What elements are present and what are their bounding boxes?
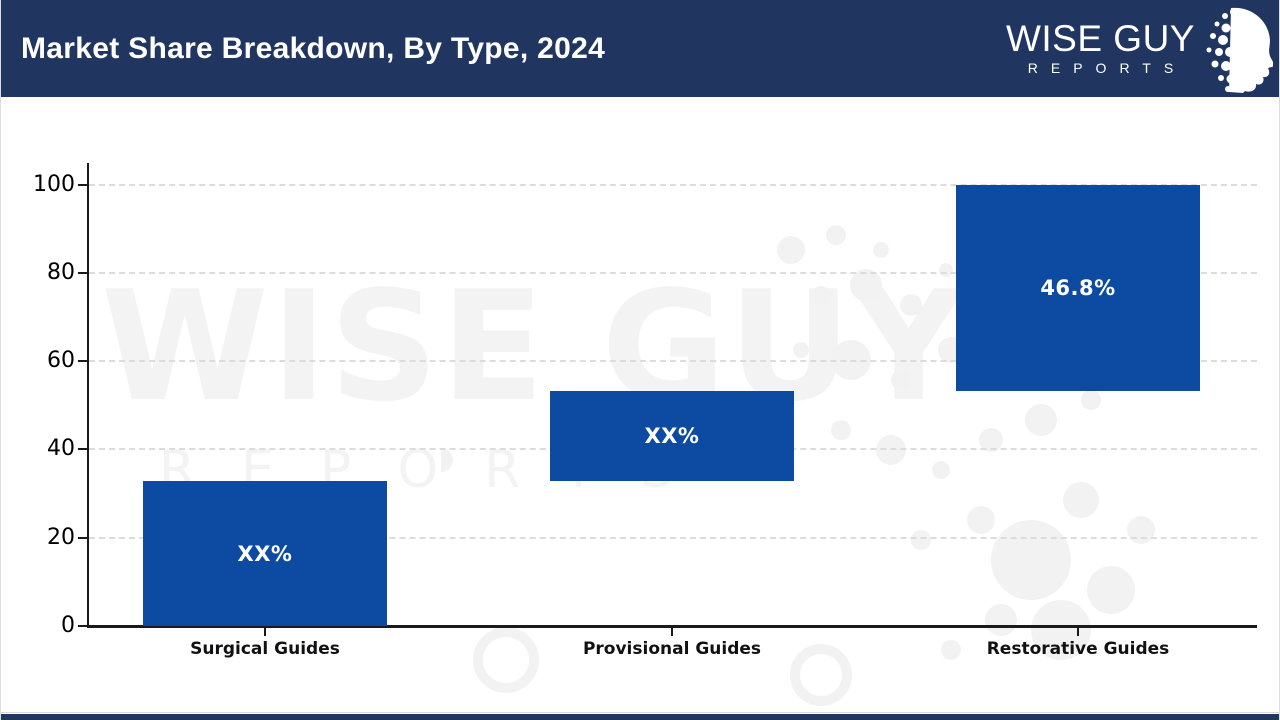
y-tick-label-80: 80 [47,259,75,285]
x-tick-mark-surgical-guides [264,628,266,636]
brand-subtitle: REPORTS [1027,59,1187,76]
y-tick-mark-100 [78,183,87,186]
x-tick-mark-provisional-guides [671,628,673,636]
category-label-surgical-guides: Surgical Guides [190,639,340,659]
bottom-divider [1,712,1279,713]
category-label-provisional-guides: Provisional Guides [582,639,762,659]
bar-surgical-guides: XX% [143,481,387,626]
bar-value-label-provisional-guides: XX% [644,424,700,449]
y-tick-label-60: 60 [47,348,75,374]
gridline-100 [89,183,1257,186]
gridline-80 [89,271,1257,274]
gridline-60 [89,360,1257,363]
y-axis-line [87,163,89,627]
y-tick-mark-60 [78,360,87,363]
chart-title: Market Share Breakdown, By Type, 2024 [21,31,606,65]
gridline-20 [89,536,1257,539]
y-tick-label-20: 20 [47,524,75,550]
dotted-head-icon [1206,7,1273,93]
y-tick-mark-40 [78,448,87,451]
bar-restorative-guides: 46.8% [956,184,1200,392]
brand-name: WISE GUY [1005,18,1195,59]
footer-bar [1,714,1279,720]
y-tick-mark-0 [78,625,87,627]
y-tick-label-40: 40 [47,436,75,462]
brand-logo-text: WISE GUY REPORTS [1005,18,1195,76]
header-bar: Market Share Breakdown, By Type, 2024 WI… [1,0,1279,97]
x-tick-mark-restorative-guides [1077,628,1079,636]
bar-value-label-restorative-guides: 46.8% [1040,275,1116,300]
bar-provisional-guides: XX% [550,391,794,482]
y-tick-label-100: 100 [33,171,75,197]
y-tick-mark-80 [78,271,87,274]
bar-value-label-surgical-guides: XX% [237,541,293,566]
category-label-restorative-guides: Restorative Guides [986,639,1170,659]
brand-logo: WISE GUY REPORTS [1006,0,1273,97]
x-axis-line [87,625,1257,628]
y-tick-mark-20 [78,536,87,539]
y-tick-label-0: 0 [61,613,75,638]
